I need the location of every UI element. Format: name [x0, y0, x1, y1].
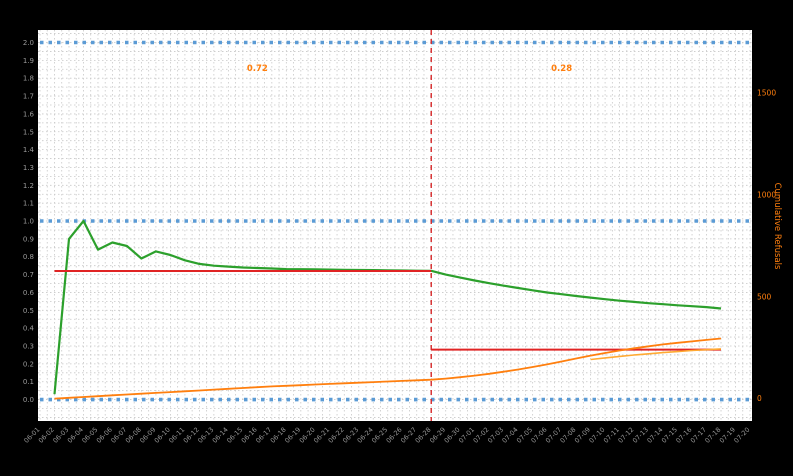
- y-left-tick-label: 0.8: [23, 253, 34, 261]
- y-left-tick-label: 1.2: [23, 182, 34, 190]
- y-left-tick-label: 2.0: [23, 39, 34, 47]
- y-left-tick-label: 1.9: [23, 57, 34, 65]
- y-right-tick-label: 1000: [757, 190, 776, 199]
- y-left-tick-label: 0.7: [23, 271, 34, 279]
- x-tick-label: 07-20: [732, 426, 751, 445]
- y-left-tick-label: 0.2: [23, 360, 34, 368]
- y-left-tick-label: 0.6: [23, 289, 35, 297]
- series-cumulative-refusals-secondary: [590, 348, 722, 361]
- y-left-tick-label: 0.1: [23, 378, 34, 386]
- y-left-tick-label: 0.3: [23, 343, 34, 351]
- annotation-label: 0.72: [246, 64, 268, 75]
- y-left-tick-label: 0.5: [23, 307, 34, 315]
- y-left-tick-label: 1.0: [23, 218, 34, 226]
- y-left-tick-label: 0.4: [23, 325, 35, 333]
- y-right-tick-label: 0: [757, 394, 762, 403]
- y-left-tick-label: 0.9: [23, 235, 34, 243]
- y-right-tick-label: 500: [757, 292, 772, 301]
- y-left-tick-label: 1.8: [23, 75, 34, 83]
- y-left-tick-label: 1.3: [23, 164, 34, 172]
- y-left-tick-label: 1.1: [23, 200, 34, 208]
- y-left-tick-label: 1.7: [23, 93, 34, 101]
- y-left-tick-label: 1.5: [23, 128, 34, 136]
- series-cumulative-refusals: [54, 337, 722, 400]
- annotation-label: 0.28: [551, 64, 573, 75]
- y-left-tick-label: 0.0: [23, 396, 34, 404]
- y-left-tick-label: 1.4: [23, 146, 35, 154]
- right-axis-title: Cumulative Refusals: [772, 182, 782, 270]
- y-right-tick-label: 1500: [757, 89, 776, 98]
- y-left-tick-label: 1.6: [23, 110, 35, 118]
